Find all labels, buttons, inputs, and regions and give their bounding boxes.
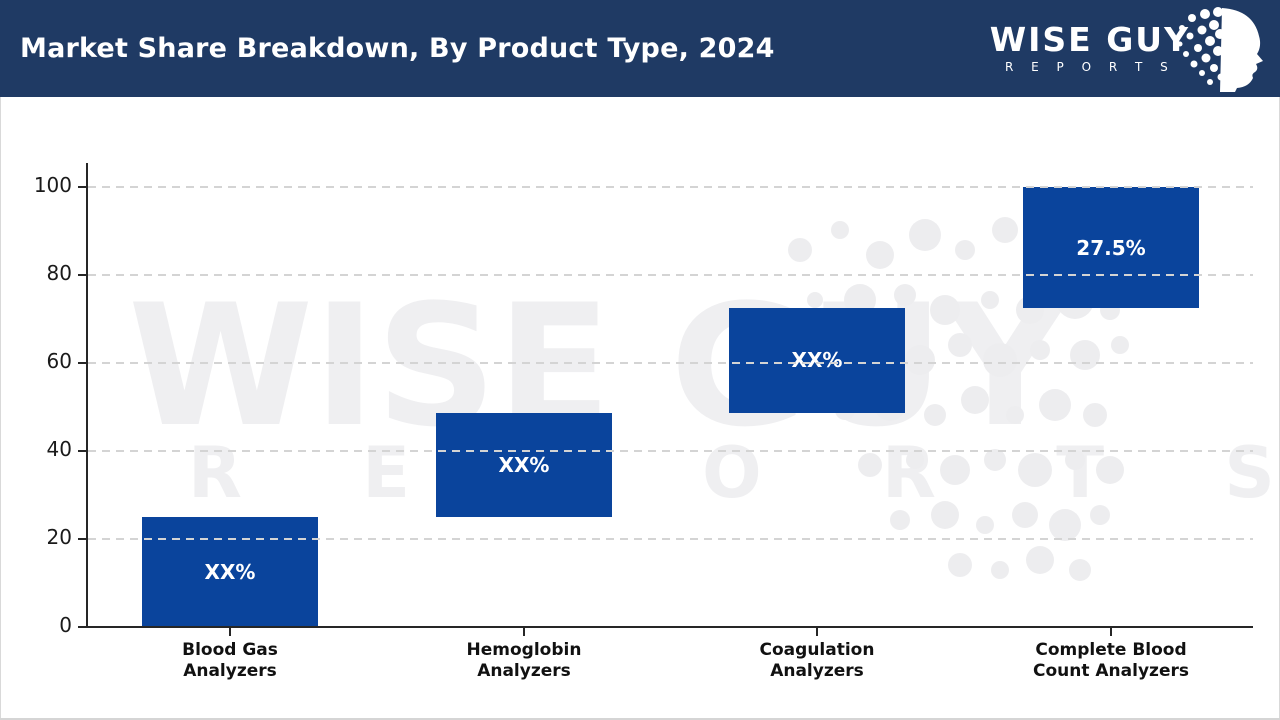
bar-value-label-coagulation-analyzers: XX% bbox=[791, 348, 843, 373]
bar-complete-blood-count-analyzers: 27.5% bbox=[1023, 187, 1199, 308]
bar-coagulation-analyzers: XX% bbox=[729, 308, 905, 413]
x-category-label-line: Count Analyzers bbox=[1033, 661, 1189, 681]
gridline-60 bbox=[88, 362, 1253, 364]
gridline-80 bbox=[88, 274, 1253, 276]
x-tick-complete-blood-count-analyzers bbox=[1110, 628, 1112, 636]
bar-value-label-hemoglobin-analyzers: XX% bbox=[498, 452, 550, 477]
x-axis-line bbox=[86, 626, 1253, 628]
y-tick-label-80: 80 bbox=[46, 261, 72, 285]
bar-value-label-blood-gas-analyzers: XX% bbox=[204, 560, 256, 584]
logo-wordmark-block: WISE GUY R E P O R T S bbox=[989, 20, 1190, 75]
page-title: Market Share Breakdown, By Product Type,… bbox=[20, 33, 775, 64]
y-tick-60 bbox=[78, 362, 86, 364]
y-tick-label-40: 40 bbox=[46, 437, 72, 461]
logo-face-icon bbox=[1177, 6, 1263, 92]
y-tick-label-20: 20 bbox=[46, 525, 72, 549]
y-tick-label-60: 60 bbox=[46, 349, 72, 373]
x-category-label-line: Complete Blood bbox=[1035, 640, 1187, 660]
y-axis-line bbox=[86, 163, 88, 628]
logo-subtitle: R E P O R T S bbox=[1004, 60, 1175, 74]
y-tick-20 bbox=[78, 538, 86, 540]
bottom-border-line bbox=[0, 718, 1280, 720]
x-category-label-coagulation-analyzers: Coagulation Analyzers bbox=[667, 640, 967, 682]
x-tick-blood-gas-analyzers bbox=[229, 628, 231, 636]
y-tick-80 bbox=[78, 274, 86, 276]
gridline-20 bbox=[88, 538, 1253, 540]
bar-hemoglobin-analyzers: XX% bbox=[436, 412, 612, 517]
x-category-label-blood-gas-analyzers: Blood Gas Analyzers bbox=[80, 640, 380, 682]
x-category-label-hemoglobin-analyzers: Hemoglobin Analyzers bbox=[374, 640, 674, 682]
gridline-100 bbox=[88, 186, 1253, 188]
logo-wordmark: WISE GUY bbox=[989, 20, 1190, 59]
y-tick-0 bbox=[78, 626, 86, 628]
bar-value-label-complete-blood-count-analyzers: 27.5% bbox=[1076, 235, 1146, 260]
x-category-label-line: Blood Gas bbox=[182, 640, 278, 660]
gridline-40 bbox=[88, 450, 1253, 452]
bar-blood-gas-analyzers: XX% bbox=[142, 517, 318, 627]
y-tick-40 bbox=[78, 450, 86, 452]
left-border-line bbox=[0, 97, 1, 720]
wise-guy-reports-logo: WISE GUY R E P O R T S bbox=[990, 6, 1280, 92]
y-tick-100 bbox=[78, 186, 86, 188]
x-category-label-line: Analyzers bbox=[477, 661, 571, 681]
x-category-label-line: Analyzers bbox=[183, 661, 277, 681]
x-category-label-line: Coagulation bbox=[759, 640, 875, 660]
y-tick-label-100: 100 bbox=[33, 173, 72, 197]
header-bar: Market Share Breakdown, By Product Type,… bbox=[0, 0, 1280, 97]
x-tick-hemoglobin-analyzers bbox=[523, 628, 525, 636]
x-tick-coagulation-analyzers bbox=[816, 628, 818, 636]
watermark-subtext: R E P O R T S bbox=[188, 432, 1280, 514]
y-tick-label-0: 0 bbox=[59, 613, 72, 637]
x-category-label-line: Hemoglobin bbox=[466, 640, 582, 660]
x-category-label-complete-blood-count-analyzers: Complete Blood Count Analyzers bbox=[961, 640, 1261, 682]
x-category-label-line: Analyzers bbox=[770, 661, 864, 681]
